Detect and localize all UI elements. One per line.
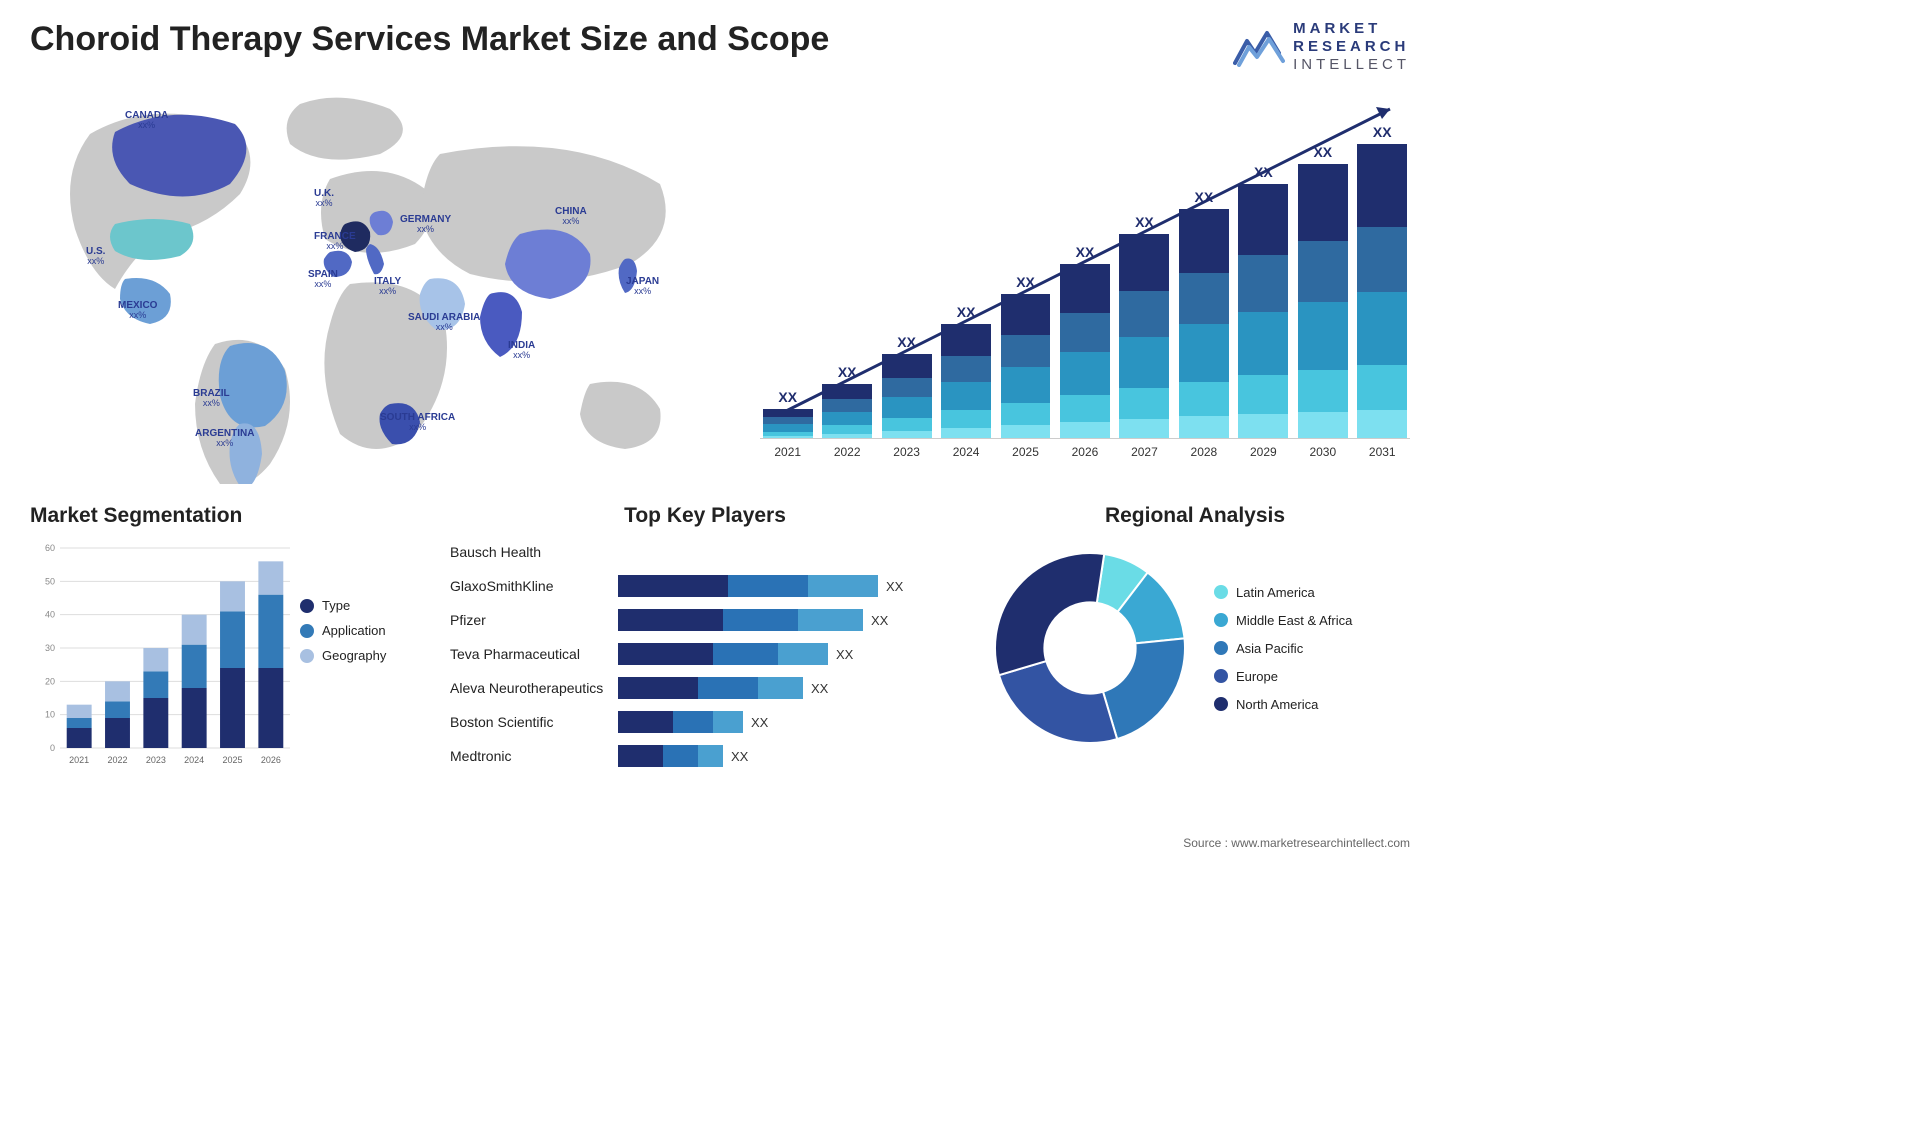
map-label: SAUDI ARABIAxx% [408, 312, 480, 333]
svg-text:2026: 2026 [261, 755, 281, 765]
legend-item: Europe [1214, 669, 1352, 684]
map-label: MEXICOxx% [118, 300, 157, 321]
legend-item: North America [1214, 697, 1352, 712]
legend-item: Asia Pacific [1214, 641, 1352, 656]
player-row: MedtronicXX [450, 742, 960, 770]
player-row: Aleva NeurotherapeuticsXX [450, 674, 960, 702]
forecast-bar: XX2026 [1057, 244, 1112, 439]
player-row: Teva PharmaceuticalXX [450, 640, 960, 668]
svg-text:2023: 2023 [146, 755, 166, 765]
map-label: CANADAxx% [125, 110, 168, 131]
forecast-bar: XX2025 [998, 274, 1053, 439]
logo-line1: MARKET [1293, 20, 1410, 38]
svg-text:10: 10 [45, 710, 55, 720]
svg-text:2022: 2022 [107, 755, 127, 765]
regional-title: Regional Analysis [980, 504, 1410, 528]
legend-item: Middle East & Africa [1214, 613, 1352, 628]
svg-text:0: 0 [50, 743, 55, 753]
legend-item: Geography [300, 648, 386, 663]
forecast-bar: XX2028 [1176, 189, 1231, 439]
svg-text:2024: 2024 [184, 755, 204, 765]
svg-text:2021: 2021 [69, 755, 89, 765]
svg-text:60: 60 [45, 543, 55, 553]
forecast-bar-chart: XX2021XX2022XX2023XX2024XX2025XX2026XX20… [760, 84, 1410, 464]
map-label: JAPANxx% [626, 276, 659, 297]
player-row: GlaxoSmithKlineXX [450, 572, 960, 600]
map-label: GERMANYxx% [400, 214, 451, 235]
map-label: FRANCExx% [314, 231, 356, 252]
regional-donut [980, 538, 1200, 758]
legend-item: Type [300, 598, 386, 613]
svg-text:2025: 2025 [222, 755, 242, 765]
svg-text:50: 50 [45, 576, 55, 586]
player-row: Bausch Health [450, 538, 960, 566]
forecast-bar: XX2022 [819, 364, 874, 439]
map-label: U.K.xx% [314, 188, 334, 209]
svg-text:20: 20 [45, 676, 55, 686]
player-row: Boston ScientificXX [450, 708, 960, 736]
logo-icon [1233, 27, 1285, 67]
map-label: BRAZILxx% [193, 388, 230, 409]
map-label: ITALYxx% [374, 276, 401, 297]
svg-text:30: 30 [45, 643, 55, 653]
source-text: Source : www.marketresearchintellect.com [1183, 836, 1410, 850]
map-label: CHINAxx% [555, 206, 587, 227]
map-label: ARGENTINAxx% [195, 428, 254, 449]
legend-item: Latin America [1214, 585, 1352, 600]
svg-text:40: 40 [45, 610, 55, 620]
world-map: CANADAxx% U.S.xx% MEXICOxx% BRAZILxx% ARGENT… [30, 84, 730, 484]
map-label: U.S.xx% [86, 246, 105, 267]
map-label: SOUTH AFRICAxx% [380, 412, 455, 433]
forecast-bar: XX2029 [1236, 164, 1291, 439]
page-title: Choroid Therapy Services Market Size and… [30, 20, 829, 59]
logo-line2: RESEARCH [1293, 38, 1410, 56]
players-title: Top Key Players [450, 504, 960, 528]
segmentation-legend: Type Application Geography [300, 538, 386, 768]
forecast-bar: XX2031 [1355, 124, 1410, 439]
brand-logo: MARKET RESEARCH INTELLECT [1233, 20, 1410, 74]
forecast-bar: XX2027 [1117, 214, 1172, 439]
forecast-bar: XX2021 [760, 389, 815, 439]
segmentation-title: Market Segmentation [30, 504, 430, 528]
player-row: PfizerXX [450, 606, 960, 634]
map-label: INDIAxx% [508, 340, 535, 361]
logo-line3: INTELLECT [1293, 56, 1410, 74]
players-chart: Bausch Health GlaxoSmithKlineXX PfizerXX Te… [450, 538, 960, 770]
legend-item: Application [300, 623, 386, 638]
forecast-bar: XX2024 [938, 304, 993, 439]
forecast-bar: XX2023 [879, 334, 934, 439]
segmentation-chart: 0 10 20 30 40 50 60 2021 2022 2023 2024 2025 2026 [30, 538, 290, 768]
map-label: SPAINxx% [308, 269, 338, 290]
forecast-bar: XX2030 [1295, 144, 1350, 439]
regional-legend: Latin America Middle East & Africa Asia Pa… [1214, 585, 1352, 712]
